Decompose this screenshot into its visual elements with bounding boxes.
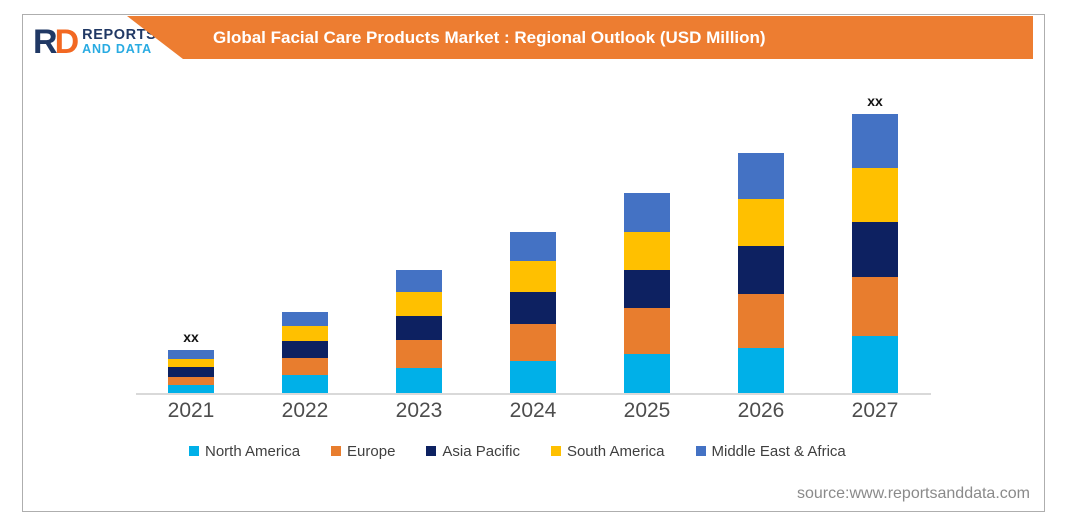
bar-column-2026 [738,153,784,393]
bar-segment-south-america-2025 [624,232,670,270]
legend-swatch-icon-europe [331,446,342,456]
title-banner: Global Facial Care Products Market : Reg… [127,16,1033,59]
legend-label-asia-pacific: Asia Pacific [442,442,520,460]
legend-item-europe: Europe [331,443,395,460]
bar-segment-middle-east-africa-2024 [510,232,556,261]
source-attribution: source:www.reportsanddata.com [797,485,1030,502]
bar-segment-north-america-2023 [396,368,442,393]
logo-letter-r: R [33,23,58,61]
legend-label-middle-east-africa: Middle East & Africa [711,442,846,460]
reports-and-data-logo: R D REPORTS AND DATA [33,25,156,59]
bar-value-label-2021: xx [183,329,199,345]
bar-segment-europe-2027 [852,277,898,336]
legend-label-europe: Europe [347,442,396,460]
bar-segment-europe-2026 [738,294,784,348]
bar-segment-south-america-2021 [168,359,214,367]
x-axis-label-2025: 2025 [623,399,671,422]
legend-item-south-america: South America [550,442,665,460]
bar-column-2024 [510,232,556,393]
x-axis-line [136,393,931,395]
bar-segment-north-america-2024 [510,361,556,393]
bar-segment-middle-east-africa-2027 [852,114,898,168]
bar-segment-south-america-2024 [510,261,556,292]
legend-swatch-icon-south-america [550,446,561,456]
bar-segment-south-america-2022 [282,326,328,341]
chart-title: Global Facial Care Products Market : Reg… [213,27,766,47]
bar-value-label-2027: xx [867,93,883,109]
bar-segment-middle-east-africa-2022 [282,312,328,326]
bar-segment-south-america-2026 [738,199,784,246]
bar-segment-south-america-2027 [852,168,898,222]
x-axis-label-2021: 2021 [167,399,215,422]
bar-segment-europe-2024 [510,324,556,361]
bar-segment-north-america-2026 [738,348,784,393]
chart-card: R D REPORTS AND DATA Global Facial Care … [22,14,1045,512]
legend-swatch-icon-middle-east-africa [695,446,706,456]
bar-column-2025 [624,193,670,393]
logo-line-and-data: AND DATA [82,42,152,57]
bar-segment-asia-pacific-2021 [168,367,214,377]
bar-segment-north-america-2022 [282,375,328,393]
bar-segment-asia-pacific-2022 [282,341,328,358]
bar-segment-middle-east-africa-2025 [624,193,670,232]
bar-segment-north-america-2021 [168,385,214,393]
logo-rd-mark-icon: R D [33,23,80,61]
x-axis-label-2023: 2023 [395,399,443,422]
legend-swatch-icon-north-america [189,446,199,456]
legend-label-south-america: South America [566,442,665,460]
bar-segment-middle-east-africa-2023 [396,270,442,292]
bar-segment-asia-pacific-2025 [624,270,670,308]
bar-segment-asia-pacific-2023 [396,316,442,340]
logo-line-reports: REPORTS [82,27,157,44]
legend-item-middle-east-africa: Middle East & Africa [695,442,846,460]
bar-column-2027 [852,114,898,393]
logo-wordmark: REPORTS AND DATA [82,28,156,56]
legend-item-north-america: North America [189,443,300,460]
bar-segment-europe-2022 [282,358,328,375]
bar-segment-south-america-2023 [396,292,442,316]
bar-column-2022 [282,312,328,393]
x-axis-label-2022: 2022 [281,399,329,422]
bar-segment-europe-2025 [624,308,670,354]
bar-segment-europe-2021 [168,377,214,385]
bar-segment-europe-2023 [396,340,442,368]
legend-swatch-icon-asia-pacific [426,446,437,456]
x-axis-label-2027: 2027 [851,399,899,422]
legend-label-north-america: North America [205,442,301,460]
legend-item-asia-pacific: Asia Pacific [426,443,520,460]
chart-legend: North America Europe Asia Pacific South Ame… [189,441,846,461]
x-axis-label-2026: 2026 [737,399,785,422]
x-axis-label-2024: 2024 [509,399,557,422]
bar-column-2023 [396,270,442,393]
bar-segment-asia-pacific-2027 [852,222,898,277]
bar-segment-north-america-2025 [624,354,670,393]
bar-segment-north-america-2027 [852,336,898,393]
stacked-bar-chart: 2021 2022 2023 2024 2025 2026 2027 xx xx [23,15,1046,513]
bar-column-2021 [168,350,214,393]
logo-letter-d: D [54,23,80,61]
bar-segment-middle-east-africa-2021 [168,350,214,359]
bar-segment-asia-pacific-2024 [510,292,556,324]
bar-segment-middle-east-africa-2026 [738,153,784,199]
bar-segment-asia-pacific-2026 [738,246,784,294]
